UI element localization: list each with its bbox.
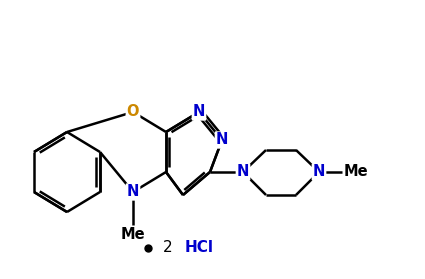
- Text: N: N: [193, 105, 205, 119]
- Text: 2: 2: [163, 240, 173, 256]
- Text: Me: Me: [344, 165, 368, 179]
- Text: N: N: [127, 184, 139, 199]
- Text: N: N: [216, 133, 228, 148]
- Text: Me: Me: [121, 227, 145, 242]
- Text: N: N: [237, 165, 249, 179]
- Text: N: N: [313, 165, 325, 179]
- Text: HCl: HCl: [185, 240, 214, 256]
- Text: O: O: [127, 105, 139, 119]
